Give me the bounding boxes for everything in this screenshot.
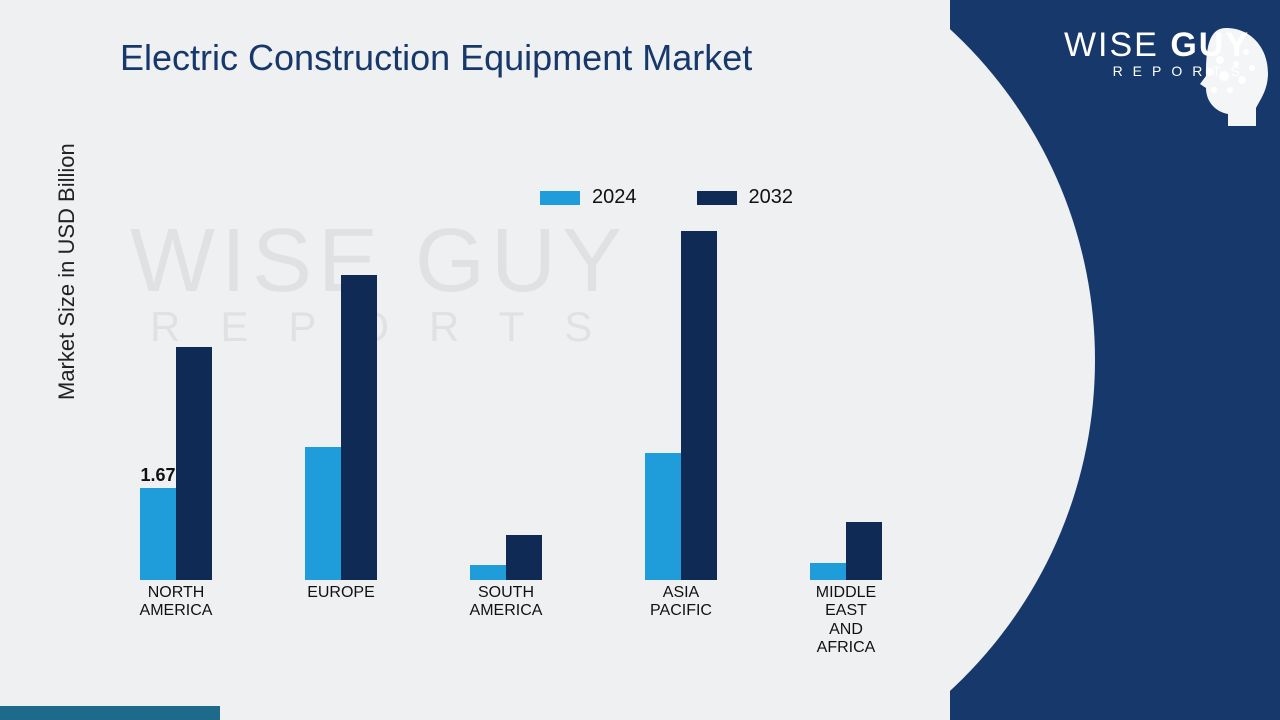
bar bbox=[470, 565, 506, 581]
bar bbox=[341, 275, 377, 580]
bar-chart: 1.67 bbox=[100, 180, 940, 580]
x-axis-label: EUROPE bbox=[281, 584, 401, 602]
brand-line1a: WISE bbox=[1064, 26, 1159, 64]
chart-title: Electric Construction Equipment Market bbox=[120, 36, 752, 79]
brand-logo: WISE GUY REPORTS bbox=[1064, 26, 1250, 79]
brand-line1b: GUY bbox=[1170, 26, 1250, 64]
x-axis-label: MIDDLEEASTANDAFRICA bbox=[786, 584, 906, 658]
bar bbox=[846, 522, 882, 580]
bottom-strip bbox=[0, 706, 220, 720]
stage: WISE GUY REPORTS WISE GUY REPORTS Electr… bbox=[0, 0, 1280, 720]
bar-value-label: 1.67 bbox=[140, 465, 175, 486]
bar bbox=[176, 347, 212, 580]
brand-line2: REPORTS bbox=[1064, 63, 1250, 79]
x-axis-label: ASIAPACIFIC bbox=[621, 584, 741, 621]
bar bbox=[681, 231, 717, 580]
y-axis-label: Market Size in USD Billion bbox=[54, 143, 80, 400]
bar bbox=[305, 447, 341, 580]
x-axis-label: NORTHAMERICA bbox=[116, 584, 236, 621]
x-axis-label: SOUTHAMERICA bbox=[446, 584, 566, 621]
bar bbox=[645, 453, 681, 580]
bar bbox=[810, 563, 846, 580]
bar: 1.67 bbox=[140, 488, 176, 580]
bar bbox=[506, 535, 542, 580]
